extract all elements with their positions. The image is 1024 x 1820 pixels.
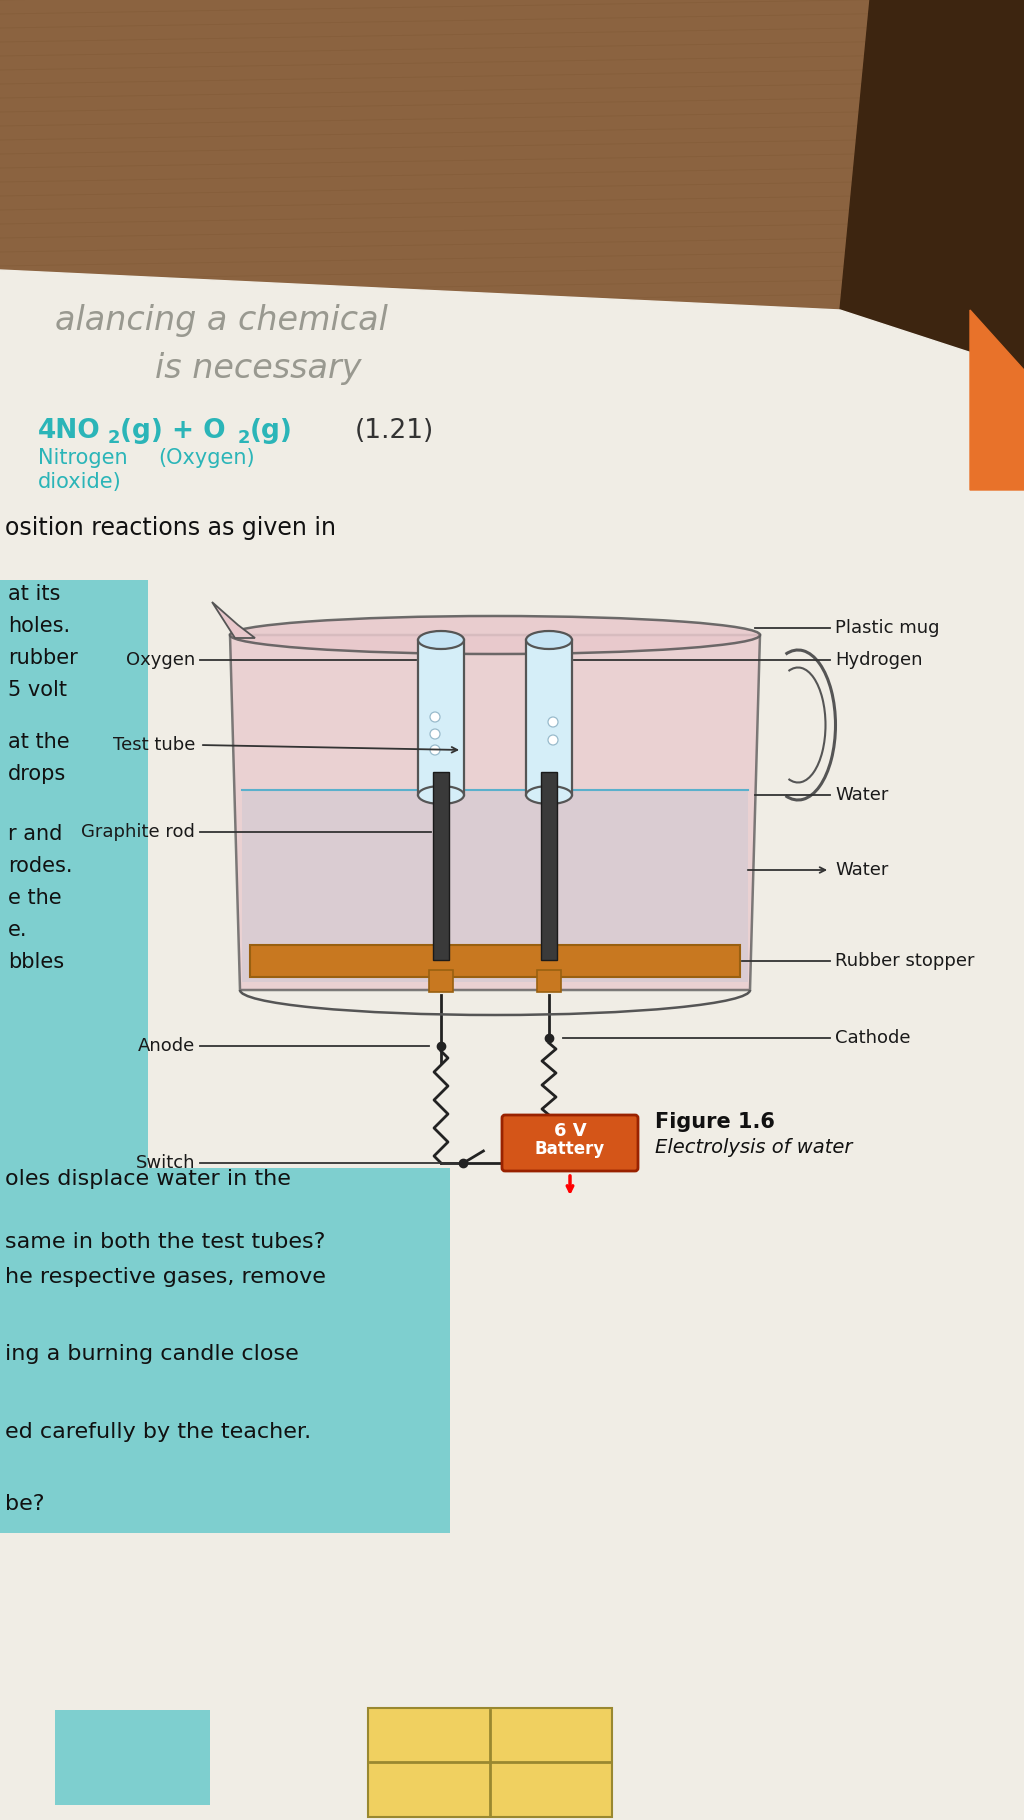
Text: Water: Water — [835, 786, 889, 804]
Polygon shape — [230, 635, 760, 990]
FancyBboxPatch shape — [537, 970, 561, 992]
Text: he respective gases, remove: he respective gases, remove — [5, 1267, 326, 1287]
Text: (1.21): (1.21) — [355, 419, 434, 444]
Polygon shape — [0, 0, 1024, 320]
Text: at the: at the — [8, 732, 70, 752]
Text: alancing a chemical: alancing a chemical — [55, 304, 388, 337]
FancyBboxPatch shape — [429, 970, 453, 992]
Text: Nitrogen: Nitrogen — [38, 448, 128, 468]
Text: Rubber stopper: Rubber stopper — [835, 952, 975, 970]
Text: holes.: holes. — [8, 615, 70, 635]
Circle shape — [548, 735, 558, 744]
FancyBboxPatch shape — [0, 581, 148, 1170]
Text: Electrolysis of water: Electrolysis of water — [655, 1138, 852, 1158]
Text: ing a burning candle close: ing a burning candle close — [5, 1343, 299, 1363]
FancyBboxPatch shape — [368, 1707, 612, 1816]
Text: Graphite rod: Graphite rod — [81, 823, 195, 841]
Text: rodes.: rodes. — [8, 855, 73, 875]
Text: be?: be? — [5, 1494, 44, 1514]
FancyBboxPatch shape — [526, 641, 572, 795]
Circle shape — [430, 712, 440, 723]
Text: r and: r and — [8, 824, 62, 844]
Text: bbles: bbles — [8, 952, 65, 972]
Text: 4NO: 4NO — [38, 419, 100, 444]
FancyBboxPatch shape — [541, 772, 557, 959]
Text: Cathode: Cathode — [835, 1028, 910, 1046]
FancyBboxPatch shape — [250, 945, 740, 977]
Text: 5 volt: 5 volt — [8, 681, 67, 701]
Text: drops: drops — [8, 764, 67, 784]
Polygon shape — [970, 309, 1024, 490]
Text: (g) + O: (g) + O — [120, 419, 225, 444]
Text: Switch: Switch — [135, 1154, 195, 1172]
Text: at its: at its — [8, 584, 60, 604]
Text: 2: 2 — [108, 430, 121, 448]
Polygon shape — [0, 269, 1024, 1820]
Text: (g): (g) — [250, 419, 293, 444]
Text: Hydrogen: Hydrogen — [835, 652, 923, 670]
Text: dioxide): dioxide) — [38, 471, 122, 491]
Text: (Oxygen): (Oxygen) — [158, 448, 255, 468]
Ellipse shape — [418, 632, 464, 650]
Text: e the: e the — [8, 888, 61, 908]
Text: Water: Water — [835, 861, 889, 879]
Text: osition reactions as given in: osition reactions as given in — [5, 517, 336, 541]
Polygon shape — [242, 790, 748, 983]
Text: Battery: Battery — [535, 1139, 605, 1158]
Ellipse shape — [230, 615, 760, 653]
Text: Plastic mug: Plastic mug — [835, 619, 939, 637]
Ellipse shape — [526, 632, 572, 650]
Text: rubber: rubber — [8, 648, 78, 668]
Text: e.: e. — [8, 919, 28, 939]
Text: 6 V: 6 V — [554, 1121, 587, 1139]
FancyBboxPatch shape — [0, 1168, 450, 1532]
Polygon shape — [840, 0, 1024, 369]
FancyBboxPatch shape — [502, 1116, 638, 1170]
Text: same in both the test tubes?: same in both the test tubes? — [5, 1232, 326, 1252]
Text: Anode: Anode — [138, 1037, 195, 1056]
Text: Figure 1.6: Figure 1.6 — [655, 1112, 775, 1132]
Circle shape — [430, 744, 440, 755]
Text: Oxygen: Oxygen — [126, 652, 195, 670]
Text: ed carefully by the teacher.: ed carefully by the teacher. — [5, 1421, 311, 1441]
Text: 2: 2 — [238, 430, 251, 448]
FancyBboxPatch shape — [55, 1711, 210, 1805]
Text: is necessary: is necessary — [155, 351, 361, 386]
Circle shape — [430, 730, 440, 739]
Text: oles displace water in the: oles displace water in the — [5, 1168, 291, 1188]
Text: Test tube: Test tube — [113, 735, 195, 753]
FancyBboxPatch shape — [418, 641, 464, 795]
Polygon shape — [212, 602, 255, 639]
FancyBboxPatch shape — [433, 772, 449, 959]
Ellipse shape — [418, 786, 464, 804]
Circle shape — [548, 717, 558, 726]
Ellipse shape — [526, 786, 572, 804]
